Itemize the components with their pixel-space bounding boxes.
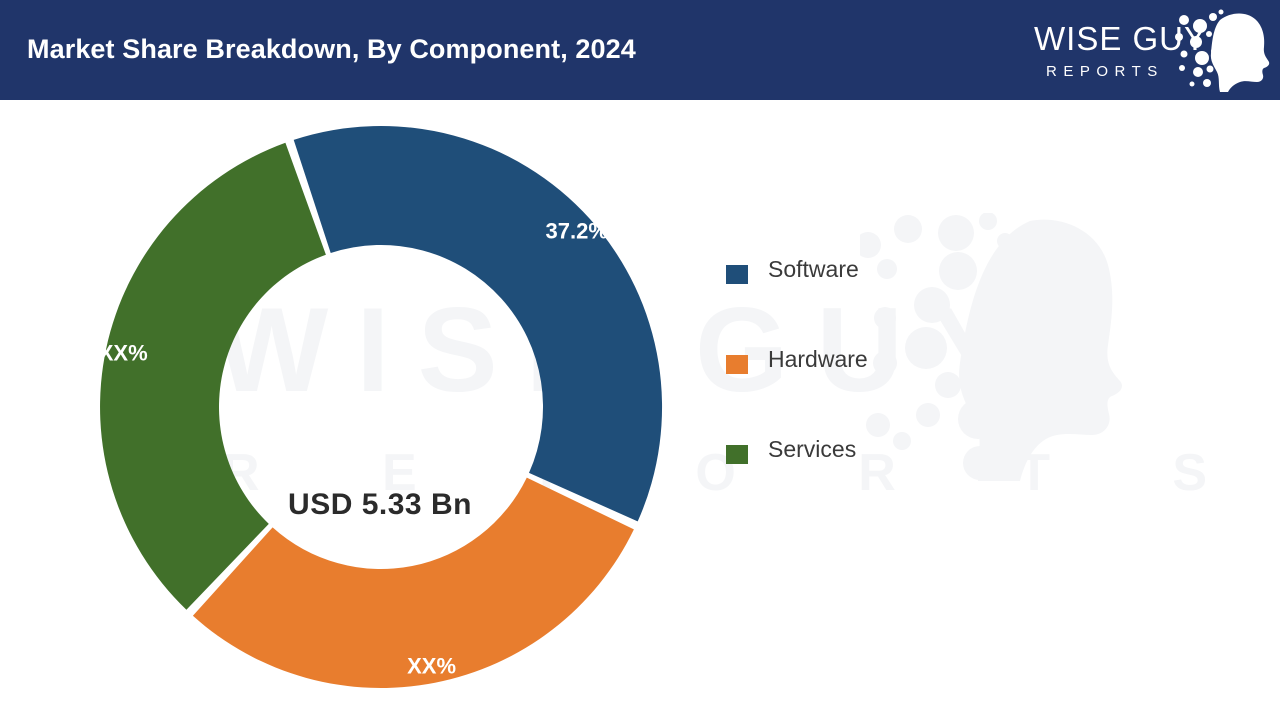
donut-chart: 37.2% XX% XX% USD 5.33 Bn — [99, 103, 666, 703]
logo-wordmark-line2: REPORTS — [1046, 63, 1164, 80]
legend-swatch-software — [726, 265, 748, 284]
wise-guy-reports-logo: WISE GUY REPORTS — [1024, 6, 1274, 94]
slice-label-services: XX% — [99, 340, 148, 365]
legend-item-hardware[interactable]: Hardware — [726, 346, 1026, 441]
slice-label-hardware: XX% — [407, 654, 456, 679]
legend-label-hardware: Hardware — [768, 346, 868, 372]
logo-head-icon — [1175, 9, 1270, 92]
slice-software[interactable] — [293, 125, 663, 522]
background-watermark-line2: R E P O R T S — [222, 444, 1262, 502]
donut-chart-geometry: 37.2% XX% XX% — [99, 125, 663, 689]
legend-swatch-services — [726, 445, 748, 464]
slice-services[interactable] — [100, 142, 326, 610]
legend-label-software: Software — [768, 256, 859, 282]
donut-center-label: USD 5.33 Bn — [288, 488, 472, 521]
chart-body: WISE GUY R E P O R T S — [0, 103, 1280, 720]
legend-item-software[interactable]: Software — [726, 256, 1026, 351]
legend-swatch-hardware — [726, 355, 748, 374]
chart-legend: Software Hardware Services — [726, 256, 1026, 531]
slice-label-software: 37.2% — [546, 219, 608, 244]
dotted-head-profile-watermark-icon — [855, 212, 1123, 481]
legend-label-services: Services — [768, 436, 857, 462]
slice-hardware[interactable] — [192, 477, 634, 689]
page-title: Market Share Breakdown, By Component, 20… — [27, 34, 636, 64]
background-head-watermark — [855, 212, 1190, 643]
page-header: Market Share Breakdown, By Component, 20… — [0, 0, 1280, 100]
legend-item-services[interactable]: Services — [726, 436, 1026, 531]
logo-graphic: WISE GUY REPORTS — [1034, 9, 1270, 92]
